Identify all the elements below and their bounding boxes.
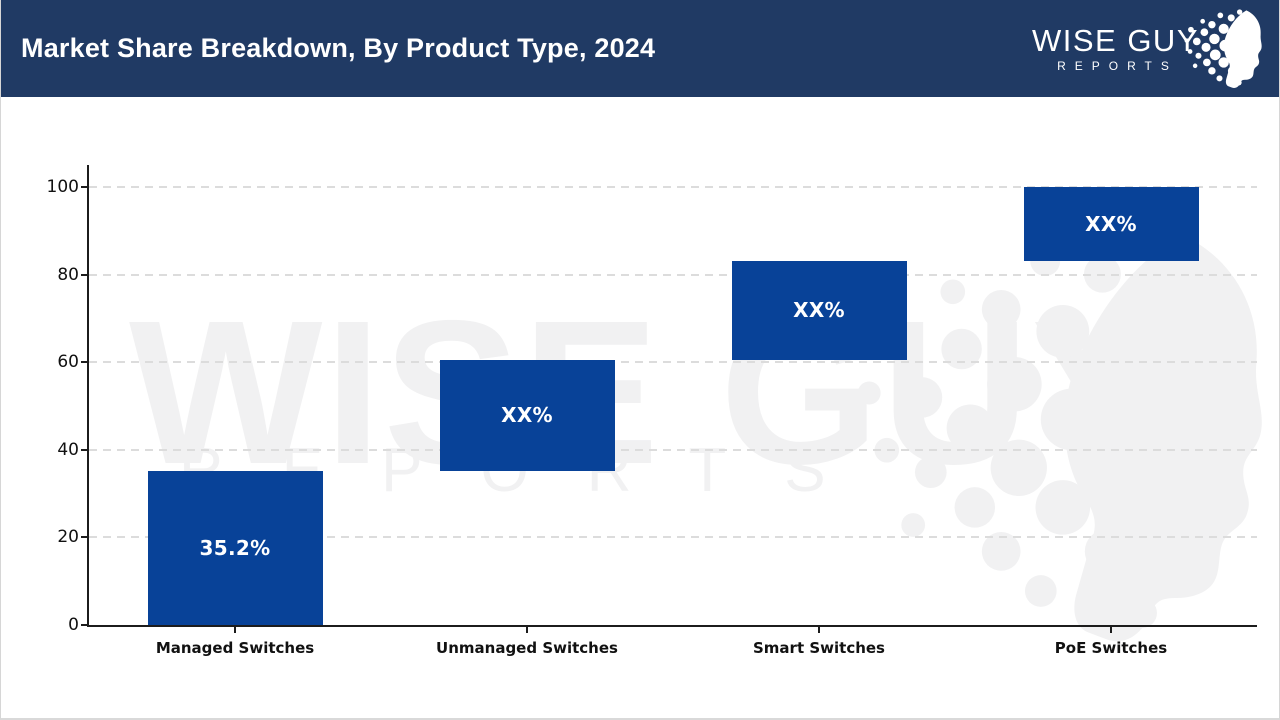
waterfall-chart: 0 20 40 60 80 100 35.2% Managed Switches XX% Unma…	[1, 97, 1279, 718]
y-axis-tick	[81, 448, 89, 451]
y-tick-label: 40	[57, 439, 79, 460]
y-axis-line	[87, 165, 89, 627]
bar-value-label: 35.2%	[199, 535, 271, 560]
x-axis-line	[87, 625, 1257, 627]
grid-line	[89, 273, 1257, 276]
x-tick-label: PoE Switches	[1054, 639, 1168, 657]
x-axis-tick	[234, 627, 236, 633]
bar: XX%	[1023, 186, 1199, 261]
x-tick-label: Unmanaged Switches	[436, 639, 618, 657]
x-axis-tick	[526, 627, 528, 633]
grid-line	[89, 361, 1257, 364]
bar: XX%	[731, 260, 907, 360]
logo-text: WISE GUY REPORTS	[1032, 25, 1199, 73]
grid-line	[89, 448, 1257, 451]
bar-value-label: XX%	[501, 403, 553, 428]
x-axis-tick	[1110, 627, 1112, 633]
y-tick-label: 20	[57, 527, 79, 548]
grid-line	[89, 536, 1257, 539]
y-tick-label: 100	[46, 176, 79, 197]
bar: 35.2%	[147, 470, 323, 625]
y-axis-tick	[81, 361, 89, 364]
chart-canvas: WISE GUY REPORTS 02040608010035.2%Manage…	[1, 97, 1280, 718]
bar-value-label: XX%	[793, 298, 845, 323]
logo-wordmark: WISE GUY	[1031, 22, 1199, 58]
y-tick-label: 0	[68, 615, 79, 635]
y-tick-label: 60	[57, 352, 79, 373]
x-tick-label: Smart Switches	[753, 639, 885, 657]
page-title: Market Share Breakdown, By Product Type,…	[21, 33, 656, 63]
header-bar: Market Share Breakdown, By Product Type,…	[1, 0, 1279, 97]
x-axis-tick	[818, 627, 820, 633]
logo-subtitle: REPORTS	[1057, 58, 1178, 73]
bar: XX%	[439, 359, 615, 471]
y-axis-tick	[81, 536, 89, 539]
x-tick-label: Managed Switches	[155, 639, 315, 657]
grid-line	[89, 185, 1257, 188]
y-axis-tick	[81, 624, 89, 626]
y-tick-label: 80	[57, 264, 79, 285]
y-axis-tick	[81, 273, 89, 276]
brand-logo: WISE GUY REPORTS	[1032, 7, 1265, 91]
bar-value-label: XX%	[1085, 211, 1137, 236]
y-axis-tick	[81, 185, 89, 188]
